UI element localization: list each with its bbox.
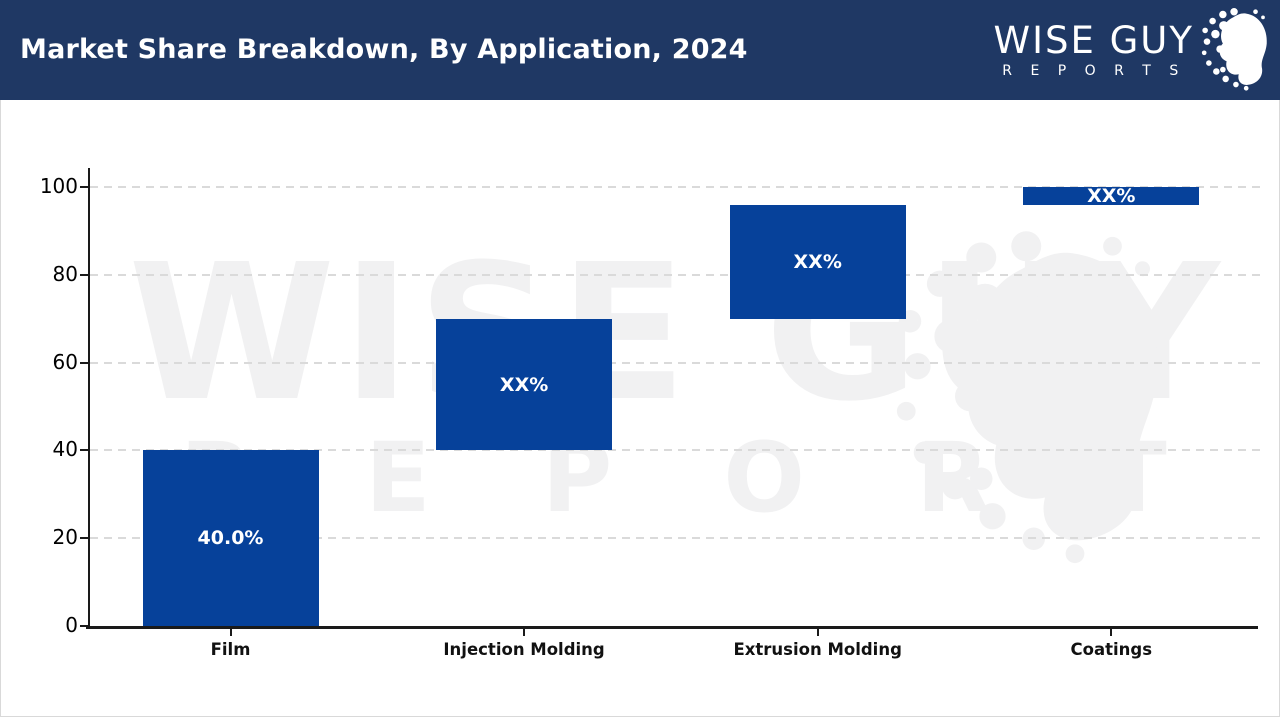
x-tick-label-coatings: Coatings	[1070, 640, 1153, 659]
x-tick-label-film: Film	[210, 640, 251, 659]
brand-logo-text: WISE GUY R E P O R T S	[994, 22, 1194, 78]
brand-name: WISE GUY	[993, 19, 1194, 62]
x-tick-label-injection-molding: Injection Molding	[443, 640, 605, 659]
gridline-100	[90, 186, 1262, 188]
bar-value-label-film: 40.0%	[197, 527, 264, 550]
y-axis-spine	[88, 168, 90, 627]
x-axis-spine	[86, 626, 1258, 629]
bar-injection-molding: XX%	[436, 318, 613, 451]
y-tick-label-80: 80	[52, 261, 78, 286]
y-tick-20	[80, 537, 89, 540]
bar-film: 40.0%	[142, 450, 319, 626]
y-tick-label-60: 60	[52, 349, 78, 374]
gridline-40	[90, 449, 1262, 452]
bar-extrusion-molding: XX%	[729, 204, 906, 319]
header-bar: Market Share Breakdown, By Application, …	[0, 0, 1280, 100]
y-tick-label-40: 40	[52, 437, 78, 462]
y-tick-40	[80, 449, 89, 452]
watermark-face-icon	[896, 231, 1158, 564]
bar-value-label-injection-molding: XX%	[499, 373, 549, 396]
y-tick-60	[80, 361, 89, 364]
y-tick-label-100: 100	[39, 174, 78, 198]
y-tick-label-20: 20	[52, 525, 78, 550]
x-tick-coatings	[1110, 627, 1113, 636]
gridline-20	[90, 537, 1262, 540]
gridline-60	[90, 361, 1262, 364]
brand-subtitle: R E P O R T S	[1002, 63, 1186, 79]
face-dots-icon	[1201, 8, 1267, 91]
x-tick-film	[229, 627, 232, 636]
bar-value-label-coatings: XX%	[1087, 184, 1136, 207]
x-tick-label-extrusion-molding: Extrusion Molding	[733, 640, 902, 659]
y-tick-0	[80, 625, 89, 627]
page-title: Market Share Breakdown, By Application, …	[20, 34, 748, 65]
brand-logo: WISE GUY R E P O R T S	[994, 8, 1274, 92]
bar-coatings: XX%	[1023, 184, 1200, 207]
y-tick-100	[80, 186, 89, 188]
y-tick-80	[80, 273, 89, 276]
x-tick-injection-molding	[523, 627, 526, 636]
y-tick-label-0: 0	[65, 613, 78, 637]
bar-value-label-extrusion-molding: XX%	[793, 250, 842, 273]
gridline-80	[90, 273, 1262, 276]
x-tick-extrusion-molding	[816, 627, 819, 636]
